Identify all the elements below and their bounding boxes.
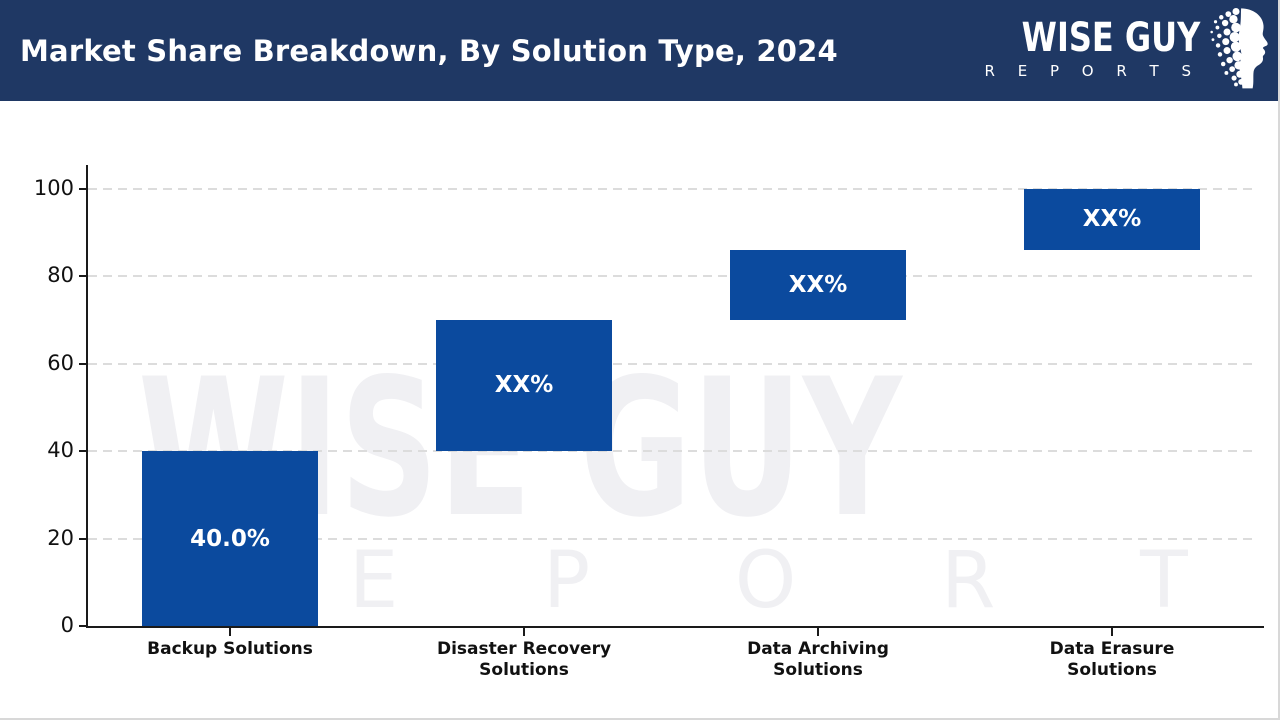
chart-title: Market Share Breakdown, By Solution Type…	[20, 33, 838, 68]
logo-text: WISE GUY R E P O R T S	[977, 16, 1200, 80]
y-tick-label: 60	[47, 350, 74, 375]
y-tick-label: 80	[47, 263, 74, 287]
y-tick-label: 20	[47, 525, 74, 550]
category-label: Data Archiving Solutions	[747, 639, 889, 680]
logo-brand-name: WISE GUY	[1021, 15, 1200, 61]
category-label: Disaster Recovery Solutions	[436, 639, 612, 680]
x-axis-line	[86, 626, 1264, 628]
gridline-100	[88, 187, 1258, 190]
wiseguy-logo: WISE GUY R E P O R T S	[977, 6, 1268, 90]
x-tick	[817, 628, 819, 636]
gridline-80	[88, 275, 1258, 277]
bar-2: XX%	[436, 319, 612, 451]
bar-value-label: 40.0%	[190, 525, 270, 552]
gridline-40	[88, 450, 1258, 452]
bar-value-label: XX%	[494, 372, 554, 399]
gridline-20	[88, 537, 1258, 540]
y-tick	[79, 625, 86, 627]
logo-face-icon	[1210, 8, 1268, 89]
y-tick-label: 100	[33, 175, 74, 200]
y-tick	[79, 537, 86, 540]
y-tick	[79, 275, 86, 277]
category-label: Data Erasure Solutions	[1049, 639, 1175, 680]
header-bar: Market Share Breakdown, By Solution Type…	[0, 0, 1278, 101]
y-tick-label: 40	[47, 438, 74, 462]
bar-1: 40.0%	[142, 451, 318, 626]
bar-value-label: XX%	[1082, 206, 1142, 233]
x-tick	[1111, 628, 1113, 636]
y-tick-label: 0	[60, 613, 74, 637]
bar-4: XX%	[1024, 188, 1200, 250]
bar-3: XX%	[730, 249, 906, 320]
y-tick	[79, 187, 86, 190]
x-tick	[229, 628, 231, 636]
y-tick	[79, 362, 86, 365]
category-label: Backup Solutions	[147, 639, 313, 659]
y-tick	[79, 450, 86, 452]
x-tick	[523, 628, 525, 636]
y-axis-line	[86, 165, 88, 628]
bar-value-label: XX%	[788, 271, 848, 298]
logo-tagline: R E P O R T S	[984, 62, 1200, 80]
gridline-60	[88, 362, 1258, 365]
